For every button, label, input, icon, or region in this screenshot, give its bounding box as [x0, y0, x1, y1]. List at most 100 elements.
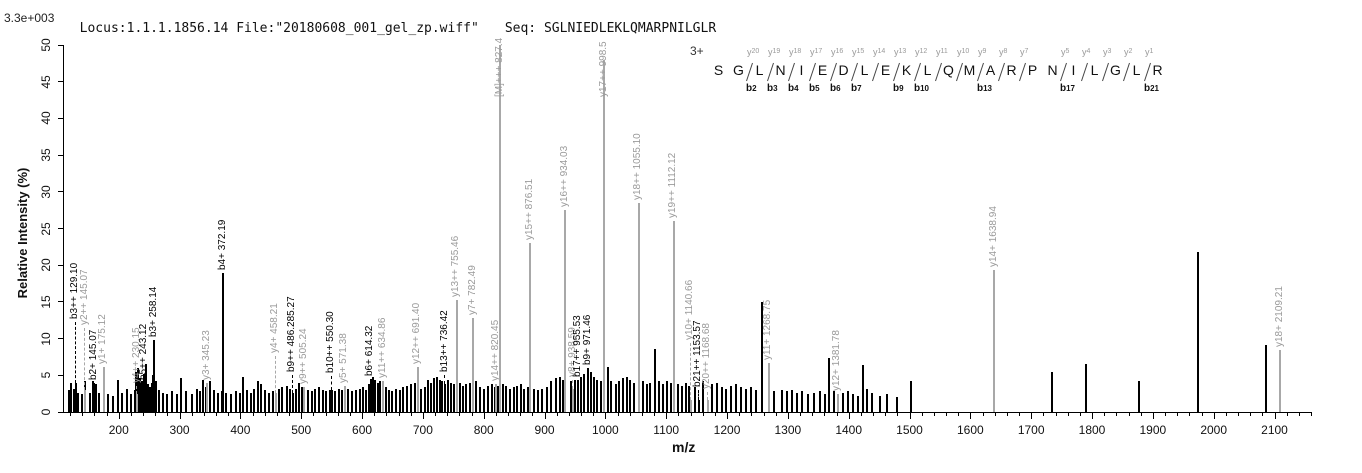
peak-bar[interactable] — [136, 394, 139, 412]
peak-bar[interactable] — [106, 394, 109, 412]
peak-bar[interactable] — [72, 388, 75, 412]
peak-bar[interactable] — [851, 394, 854, 412]
peak-bar[interactable] — [1197, 252, 1200, 412]
peak-bar[interactable] — [523, 388, 526, 412]
peak-bar[interactable] — [423, 387, 426, 412]
peak-bar[interactable] — [140, 381, 143, 412]
peak-bar[interactable] — [720, 387, 723, 412]
peak-bar[interactable] — [148, 387, 151, 412]
peak-bar[interactable] — [684, 382, 687, 412]
peak-bar[interactable] — [1279, 350, 1282, 412]
peak-bar[interactable] — [204, 387, 207, 412]
peak-bar[interactable] — [670, 382, 673, 412]
peak-bar[interactable] — [154, 381, 157, 412]
peak-bar[interactable] — [472, 318, 475, 412]
peak-bar[interactable] — [93, 382, 96, 412]
peak-bar[interactable] — [374, 379, 377, 412]
peak-bar[interactable] — [291, 392, 294, 412]
peak-bar[interactable] — [526, 387, 529, 412]
peak-bar[interactable] — [142, 373, 145, 412]
peak-bar[interactable] — [70, 382, 73, 412]
peak-bar[interactable] — [701, 381, 704, 412]
spectrum-plot-area[interactable]: 200 300 400 500 600 700 800 900 1000 1100 1200 1300… — [39, 38, 1312, 437]
peak-bar[interactable] — [773, 391, 776, 412]
peak-bar[interactable] — [225, 392, 228, 412]
peak-bar[interactable] — [328, 389, 331, 412]
peak-bar[interactable] — [795, 392, 798, 412]
peak-bar[interactable] — [993, 269, 996, 412]
peak-bar[interactable] — [330, 389, 333, 412]
peak-bar[interactable] — [317, 387, 320, 412]
peak-bar[interactable] — [592, 376, 595, 412]
peak-bar[interactable] — [298, 382, 301, 412]
peak-bar[interactable] — [438, 379, 441, 412]
peak-bar[interactable] — [780, 389, 783, 412]
peak-bar[interactable] — [706, 400, 709, 412]
peak-bar[interactable] — [529, 243, 532, 412]
peak-bar[interactable] — [171, 391, 174, 412]
peak-bar[interactable] — [195, 388, 198, 412]
peak-bar[interactable] — [67, 389, 70, 412]
peak-bar[interactable] — [541, 388, 544, 412]
peak-bar[interactable] — [606, 366, 609, 412]
peak-bar[interactable] — [285, 385, 288, 412]
peak-bar[interactable] — [303, 387, 306, 412]
peak-bar[interactable] — [80, 394, 83, 412]
peak-bar[interactable] — [1264, 345, 1267, 412]
peak-bar[interactable] — [91, 381, 94, 412]
peak-bar[interactable] — [384, 387, 387, 412]
peak-bar[interactable] — [452, 384, 455, 412]
peak-bar[interactable] — [129, 394, 132, 412]
peak-bar[interactable] — [84, 389, 87, 412]
peak-bar[interactable] — [340, 389, 343, 412]
peak-bar[interactable] — [653, 348, 656, 412]
peak-bar[interactable] — [111, 395, 114, 412]
peak-bar[interactable] — [710, 384, 713, 412]
peak-bar[interactable] — [267, 392, 270, 412]
peak-bar[interactable] — [554, 378, 557, 412]
peak-bar[interactable] — [406, 385, 409, 412]
peak-bar[interactable] — [410, 384, 413, 412]
peak-bar[interactable] — [139, 378, 142, 412]
peak-bar[interactable] — [486, 385, 489, 412]
peak-bar[interactable] — [637, 202, 640, 412]
peak-bar[interactable] — [577, 379, 580, 412]
peak-bar[interactable] — [573, 379, 576, 412]
peak-bar[interactable] — [391, 391, 394, 412]
peak-bar[interactable] — [550, 381, 553, 412]
peak-bar[interactable] — [589, 372, 592, 412]
peak-bar[interactable] — [314, 388, 317, 412]
peak-bar[interactable] — [176, 394, 179, 412]
peak-bar[interactable] — [337, 388, 340, 412]
peak-bar[interactable] — [813, 392, 816, 412]
peak-bar[interactable] — [249, 392, 252, 412]
peak-bar[interactable] — [662, 384, 665, 412]
peak-bar[interactable] — [516, 385, 519, 412]
peak-bar[interactable] — [1084, 363, 1087, 412]
peak-bar[interactable] — [862, 365, 865, 412]
peak-bar[interactable] — [294, 388, 297, 412]
peak-bar[interactable] — [1138, 381, 1141, 412]
peak-bar[interactable] — [505, 385, 508, 412]
peak-bar[interactable] — [502, 384, 505, 412]
peak-bar[interactable] — [681, 385, 684, 412]
peak-bar[interactable] — [325, 391, 328, 412]
peak-bar[interactable] — [625, 376, 628, 412]
peak-bar[interactable] — [561, 379, 564, 412]
peak-bar[interactable] — [754, 389, 757, 412]
peak-bar[interactable] — [202, 379, 205, 412]
peak-bar[interactable] — [102, 366, 105, 412]
peak-bar[interactable] — [88, 392, 91, 412]
peak-bar[interactable] — [744, 388, 747, 412]
peak-bar[interactable] — [310, 391, 313, 412]
peak-bar[interactable] — [246, 389, 249, 412]
peak-bar[interactable] — [76, 392, 79, 412]
peak-bar[interactable] — [536, 389, 539, 412]
peak-bar[interactable] — [413, 382, 416, 412]
peak-bar[interactable] — [153, 340, 156, 412]
peak-bar[interactable] — [672, 221, 675, 412]
peak-bar[interactable] — [856, 395, 859, 412]
peak-bar[interactable] — [610, 381, 613, 412]
peak-bar[interactable] — [180, 378, 183, 412]
peak-bar[interactable] — [603, 59, 606, 412]
